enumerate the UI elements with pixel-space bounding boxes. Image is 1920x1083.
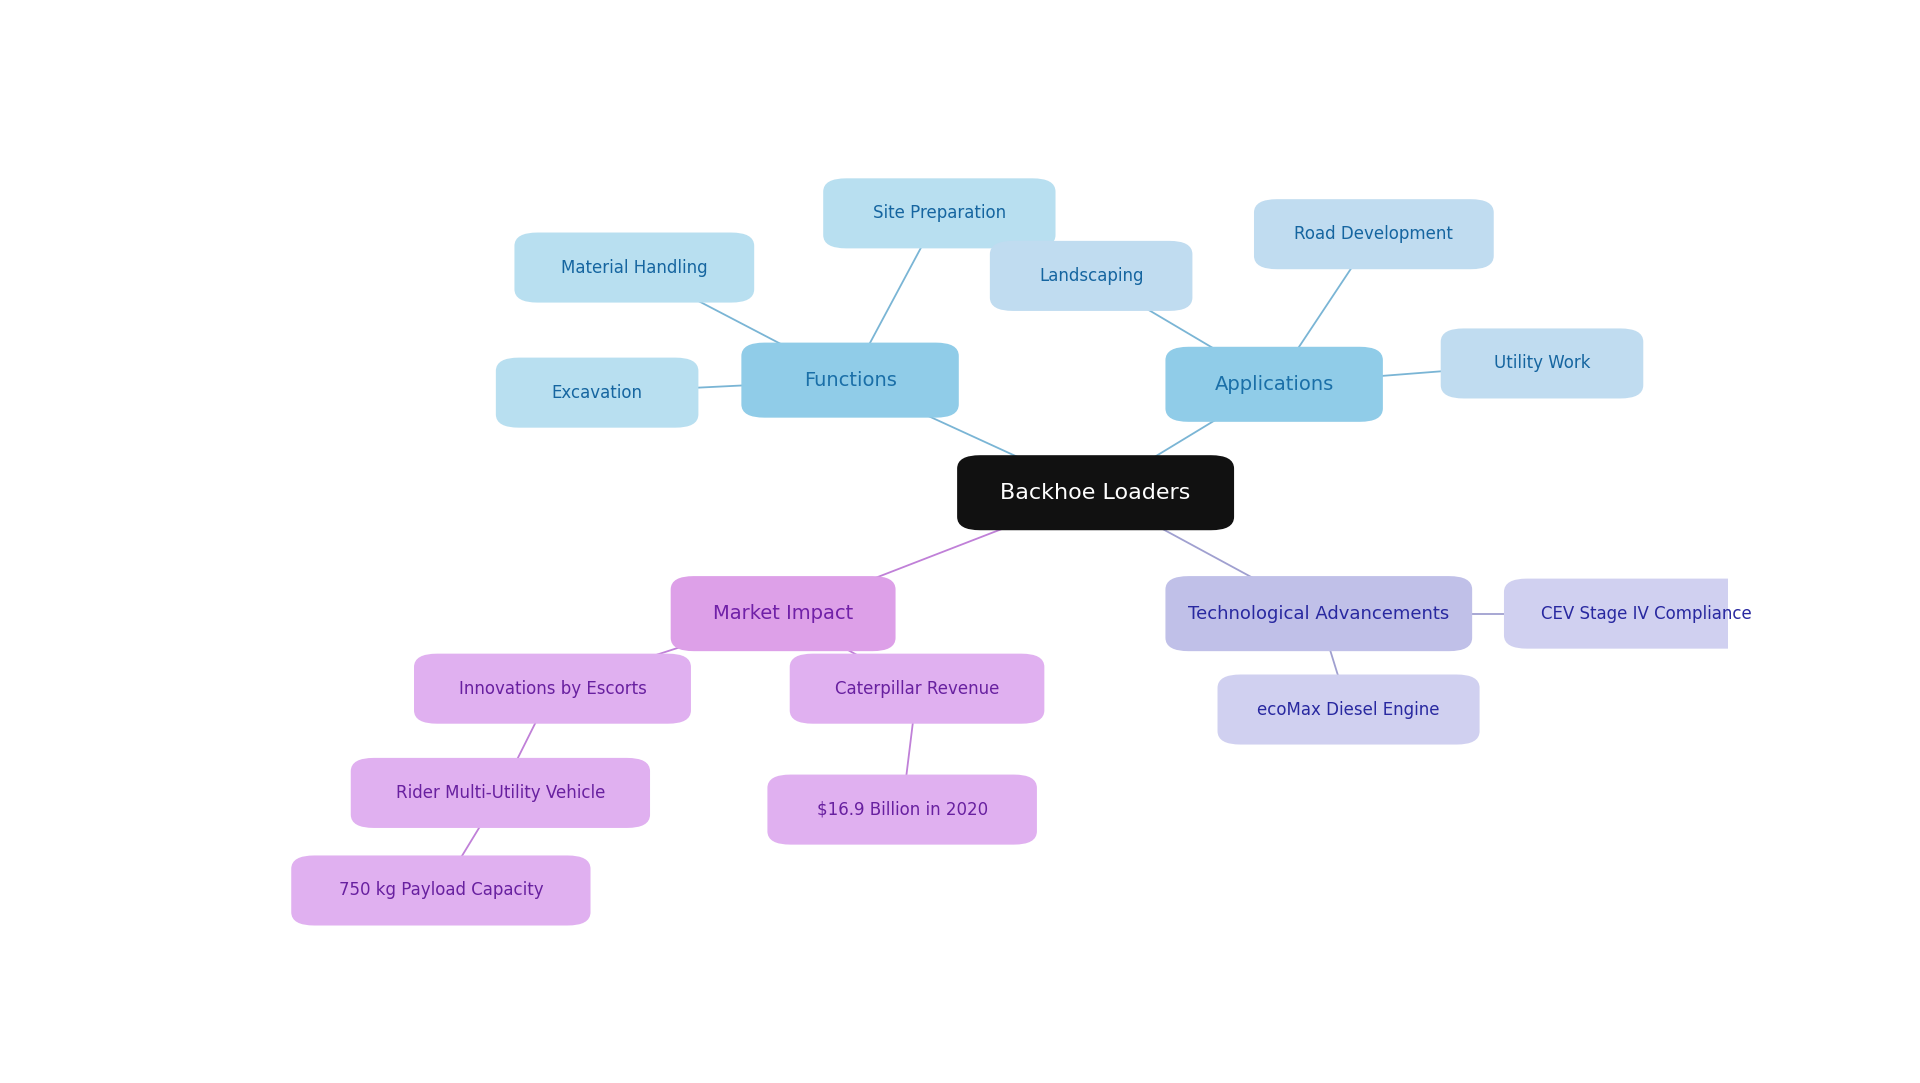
FancyBboxPatch shape: [1277, 212, 1471, 256]
FancyBboxPatch shape: [1505, 579, 1788, 648]
Text: Functions: Functions: [804, 370, 897, 390]
FancyBboxPatch shape: [1188, 589, 1450, 638]
FancyBboxPatch shape: [958, 456, 1233, 530]
FancyBboxPatch shape: [768, 775, 1037, 844]
FancyBboxPatch shape: [1219, 676, 1478, 744]
FancyBboxPatch shape: [351, 759, 649, 827]
Text: Caterpillar Revenue: Caterpillar Revenue: [835, 680, 998, 697]
Text: Applications: Applications: [1215, 375, 1334, 394]
Text: Utility Work: Utility Work: [1494, 354, 1590, 373]
FancyBboxPatch shape: [743, 343, 958, 417]
Text: Material Handling: Material Handling: [561, 259, 708, 276]
FancyBboxPatch shape: [438, 667, 668, 710]
FancyBboxPatch shape: [1165, 577, 1471, 650]
FancyBboxPatch shape: [415, 654, 689, 722]
FancyBboxPatch shape: [292, 857, 589, 925]
FancyBboxPatch shape: [824, 179, 1054, 248]
Text: Backhoe Loaders: Backhoe Loaders: [1000, 483, 1190, 503]
FancyBboxPatch shape: [791, 788, 1014, 832]
FancyBboxPatch shape: [538, 246, 732, 289]
FancyBboxPatch shape: [847, 192, 1033, 235]
Text: Market Impact: Market Impact: [712, 604, 852, 623]
FancyBboxPatch shape: [991, 242, 1192, 310]
Text: Technological Advancements: Technological Advancements: [1188, 604, 1450, 623]
FancyBboxPatch shape: [515, 233, 753, 302]
Text: Excavation: Excavation: [551, 383, 643, 402]
Text: Road Development: Road Development: [1294, 225, 1453, 244]
FancyBboxPatch shape: [764, 356, 935, 404]
Text: Rider Multi-Utility Vehicle: Rider Multi-Utility Vehicle: [396, 784, 605, 801]
Text: 750 kg Payload Capacity: 750 kg Payload Capacity: [338, 882, 543, 900]
FancyBboxPatch shape: [315, 869, 568, 912]
FancyBboxPatch shape: [1442, 329, 1642, 397]
FancyBboxPatch shape: [1256, 200, 1494, 269]
FancyBboxPatch shape: [1165, 348, 1382, 421]
FancyBboxPatch shape: [374, 771, 626, 814]
FancyBboxPatch shape: [518, 371, 676, 415]
Text: Landscaping: Landscaping: [1039, 266, 1144, 285]
Text: Site Preparation: Site Preparation: [874, 205, 1006, 222]
FancyBboxPatch shape: [693, 589, 872, 638]
FancyBboxPatch shape: [791, 654, 1044, 722]
FancyBboxPatch shape: [672, 577, 895, 650]
FancyBboxPatch shape: [1463, 342, 1620, 386]
FancyBboxPatch shape: [497, 358, 697, 427]
FancyBboxPatch shape: [1188, 361, 1359, 408]
FancyBboxPatch shape: [1014, 255, 1169, 298]
Text: CEV Stage IV Compliance: CEV Stage IV Compliance: [1540, 604, 1751, 623]
FancyBboxPatch shape: [1526, 592, 1764, 636]
FancyBboxPatch shape: [812, 667, 1021, 710]
Text: $16.9 Billion in 2020: $16.9 Billion in 2020: [816, 800, 987, 819]
Text: Innovations by Escorts: Innovations by Escorts: [459, 680, 647, 697]
FancyBboxPatch shape: [981, 469, 1212, 517]
FancyBboxPatch shape: [1240, 688, 1457, 731]
Text: ecoMax Diesel Engine: ecoMax Diesel Engine: [1258, 701, 1440, 718]
